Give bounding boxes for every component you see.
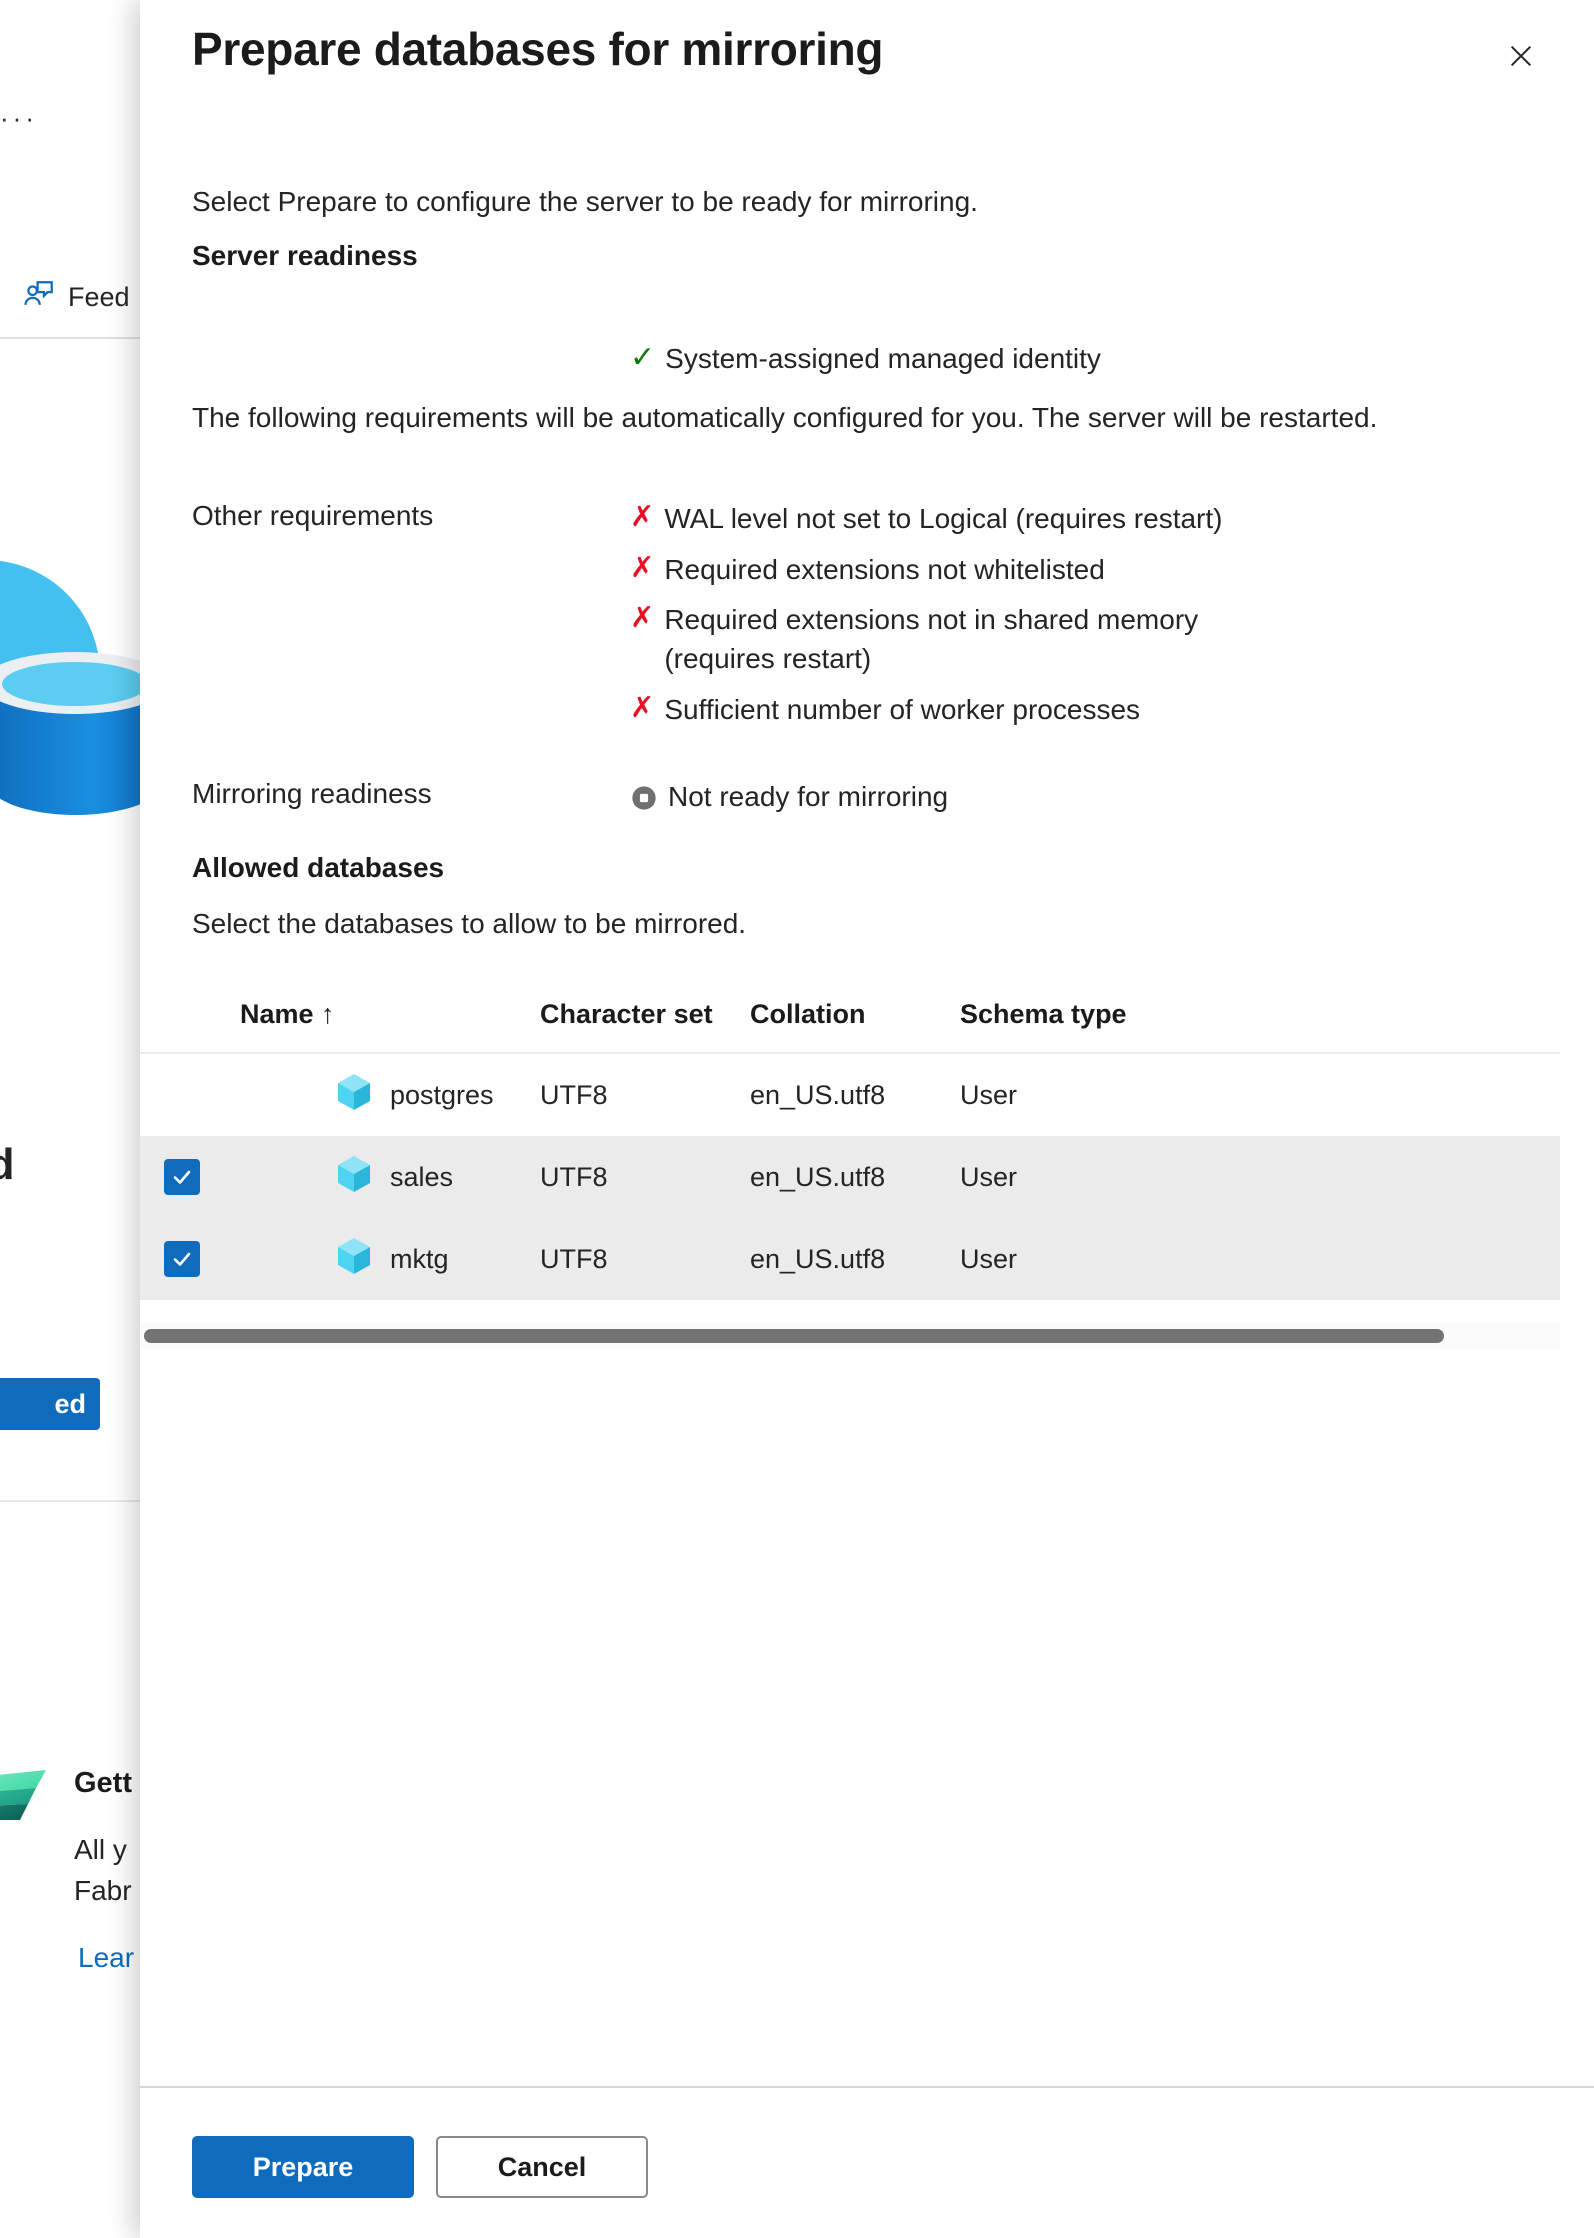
x-icon: ✗ bbox=[630, 691, 655, 724]
close-icon bbox=[1505, 40, 1537, 75]
feedback-button[interactable]: Feed bbox=[22, 278, 130, 317]
status-line: ✗ Sufficient number of worker processes bbox=[630, 691, 1552, 730]
row-character-set: UTF8 bbox=[540, 1218, 750, 1300]
header-select-all[interactable] bbox=[140, 985, 240, 1054]
table-row[interactable]: mktg UTF8 en_US.utf8 User bbox=[140, 1218, 1560, 1300]
row-checkbox-cell[interactable] bbox=[140, 1218, 240, 1300]
close-button[interactable] bbox=[1490, 26, 1552, 88]
database-cube-icon bbox=[336, 1072, 372, 1119]
database-illustration bbox=[0, 560, 160, 830]
panel-footer: Prepare Cancel bbox=[192, 2136, 648, 2198]
identity-label bbox=[192, 340, 630, 379]
table-row[interactable]: postgres UTF8 en_US.utf8 User bbox=[140, 1053, 1560, 1136]
getting-started-body: All y Fabr bbox=[74, 1830, 132, 1911]
mirroring-readiness-label: Mirroring readiness bbox=[192, 778, 432, 809]
column-header-schema-type[interactable]: Schema type bbox=[960, 985, 1560, 1054]
status-line: ✗ WAL level not set to Logical (requires… bbox=[630, 500, 1552, 539]
status-line: ✓ System-assigned managed identity bbox=[630, 340, 1552, 379]
mirroring-status-text: Not ready for mirroring bbox=[668, 781, 949, 812]
requirement-text: Sufficient number of worker processes bbox=[664, 693, 1141, 725]
row-checkbox[interactable] bbox=[164, 1241, 200, 1277]
x-icon: ✗ bbox=[630, 602, 655, 635]
database-name: sales bbox=[390, 1161, 454, 1192]
mirroring-readiness-value: Not ready for mirroring bbox=[630, 778, 1552, 823]
database-cube-icon bbox=[336, 1154, 372, 1201]
table-row[interactable]: sales UTF8 en_US.utf8 User bbox=[140, 1136, 1560, 1218]
row-name-cell: mktg bbox=[240, 1218, 540, 1300]
column-header-character-set[interactable]: Character set bbox=[540, 985, 750, 1054]
background-headline: your d bbox=[0, 1140, 15, 1189]
row-checkbox[interactable] bbox=[164, 1159, 200, 1195]
identity-row: ✓ System-assigned managed identity bbox=[192, 340, 1552, 379]
page-title: Prepare databases for mirroring bbox=[192, 23, 884, 75]
row-collation: en_US.utf8 bbox=[750, 1218, 960, 1300]
prepare-button[interactable]: Prepare bbox=[192, 2136, 414, 2198]
getting-started-body-line2: Fabr bbox=[74, 1874, 132, 1906]
background-primary-button[interactable]: ed bbox=[0, 1378, 100, 1430]
getting-started-body-line1: All y bbox=[74, 1834, 127, 1865]
not-ready-icon bbox=[630, 784, 658, 823]
row-schema-type: User bbox=[960, 1136, 1560, 1218]
row-checkbox-cell[interactable] bbox=[140, 1053, 240, 1136]
row-collation: en_US.utf8 bbox=[750, 1079, 886, 1110]
database-name: mktg bbox=[390, 1243, 449, 1274]
column-header-name[interactable]: Name ↑ bbox=[240, 985, 540, 1054]
row-name-cell: sales bbox=[240, 1136, 540, 1218]
identity-value: ✓ System-assigned managed identity bbox=[630, 340, 1552, 379]
feedback-label: Feed bbox=[68, 282, 130, 312]
other-requirements-list: ✗ WAL level not set to Logical (requires… bbox=[630, 500, 1552, 729]
mirroring-readiness-row: Mirroring readiness Not ready for mirror… bbox=[192, 778, 1552, 823]
cancel-button[interactable]: Cancel bbox=[436, 2136, 648, 2198]
row-schema-type: User bbox=[960, 1218, 1560, 1300]
status-line: ✗ Required extensions not whitelisted bbox=[630, 551, 1552, 590]
overflow-menu-ellipsis[interactable]: ··· bbox=[0, 103, 38, 133]
check-icon: ✓ bbox=[630, 341, 656, 374]
status-line: Not ready for mirroring bbox=[630, 778, 1552, 823]
x-icon: ✗ bbox=[630, 551, 655, 584]
row-name-cell: postgres bbox=[240, 1053, 540, 1136]
database-name: postgres bbox=[390, 1079, 494, 1110]
background-page: ··· Feed your d stgreSQL ed bbox=[0, 0, 160, 2238]
identity-status-text: System-assigned managed identity bbox=[665, 343, 1101, 374]
row-schema-type: User bbox=[960, 1079, 1018, 1110]
server-readiness-heading: Server readiness bbox=[192, 240, 418, 271]
background-divider-top bbox=[0, 337, 160, 339]
auto-config-note: The following requirements will be autom… bbox=[192, 402, 1378, 433]
background-divider-bottom bbox=[0, 1500, 160, 1502]
prepare-databases-panel: Prepare databases for mirroring Select P… bbox=[140, 0, 1594, 2238]
row-character-set: UTF8 bbox=[540, 1136, 750, 1218]
getting-started-card: Gett All y Fabr Lear bbox=[0, 1735, 160, 2005]
row-collation: en_US.utf8 bbox=[750, 1136, 960, 1218]
requirement-text: Required extensions not whitelisted bbox=[664, 553, 1105, 585]
requirement-text: Required extensions not in shared memory… bbox=[664, 604, 1199, 674]
allowed-databases-heading: Allowed databases bbox=[192, 852, 445, 883]
learn-more-link[interactable]: Lear bbox=[78, 1942, 135, 1973]
intro-text: Select Prepare to configure the server t… bbox=[192, 186, 978, 217]
table-header-row: Name ↑ Character set Collation Schema ty… bbox=[140, 985, 1560, 1054]
database-cube-icon bbox=[336, 1236, 372, 1283]
x-icon: ✗ bbox=[630, 501, 655, 533]
table-horizontal-scrollbar[interactable] bbox=[140, 1323, 1560, 1349]
scrollbar-thumb[interactable] bbox=[144, 1329, 1444, 1343]
requirement-text: WAL level not set to Logical (requires r… bbox=[664, 503, 1223, 534]
status-line: ✗ Required extensions not in shared memo… bbox=[630, 601, 1552, 678]
other-requirements-label: Other requirements bbox=[192, 500, 434, 531]
row-checkbox-cell[interactable] bbox=[140, 1136, 240, 1218]
other-requirements-row: Other requirements ✗ WAL level not set t… bbox=[192, 500, 1552, 729]
footer-divider bbox=[140, 2086, 1594, 2088]
allowed-databases-subtitle: Select the databases to allow to be mirr… bbox=[192, 908, 747, 939]
person-feedback-icon bbox=[22, 278, 56, 317]
getting-started-title: Gett bbox=[74, 1767, 132, 1799]
allowed-databases-table: Name ↑ Character set Collation Schema ty… bbox=[140, 985, 1560, 1300]
row-character-set: UTF8 bbox=[540, 1079, 608, 1110]
allowed-databases-table-wrapper: Name ↑ Character set Collation Schema ty… bbox=[140, 985, 1594, 1355]
column-header-collation[interactable]: Collation bbox=[750, 985, 960, 1054]
fabric-logo-icon bbox=[0, 1760, 58, 1834]
